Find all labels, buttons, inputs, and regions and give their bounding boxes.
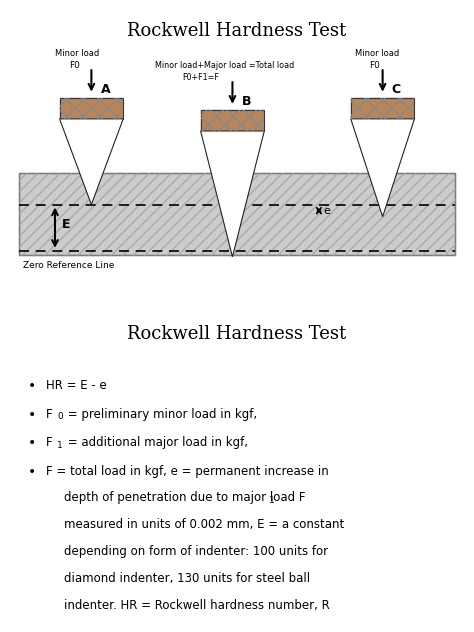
- Text: 1: 1: [269, 496, 274, 505]
- Text: C: C: [392, 83, 401, 96]
- Bar: [18, 173, 456, 255]
- Polygon shape: [351, 119, 414, 217]
- Bar: [201, 110, 264, 131]
- Bar: [351, 97, 414, 119]
- Text: 1: 1: [57, 441, 63, 450]
- Text: •: •: [28, 379, 36, 393]
- Text: Rockwell Hardness Test: Rockwell Hardness Test: [128, 21, 346, 40]
- Text: Minor load: Minor load: [356, 49, 400, 58]
- Text: Zero Reference Line: Zero Reference Line: [23, 262, 115, 270]
- Text: = preliminary minor load in kgf,: = preliminary minor load in kgf,: [64, 408, 257, 421]
- Text: F0: F0: [69, 61, 80, 70]
- Bar: [60, 97, 123, 119]
- Text: F: F: [46, 436, 53, 449]
- Text: Minor load+Major load =Total load: Minor load+Major load =Total load: [155, 61, 294, 70]
- Text: 0: 0: [57, 413, 63, 422]
- Text: depending on form of indenter: 100 units for: depending on form of indenter: 100 units…: [64, 545, 328, 558]
- Text: •: •: [28, 436, 36, 450]
- Polygon shape: [60, 119, 123, 205]
- Text: = additional major load in kgf,: = additional major load in kgf,: [64, 436, 248, 449]
- Text: e: e: [323, 205, 330, 216]
- Text: E: E: [62, 218, 70, 231]
- Text: A: A: [100, 83, 110, 96]
- Bar: [18, 173, 456, 255]
- Text: indenter. HR = Rockwell hardness number, R: indenter. HR = Rockwell hardness number,…: [64, 599, 330, 612]
- Bar: [60, 97, 123, 119]
- Text: F0+F1=F: F0+F1=F: [182, 73, 219, 82]
- Bar: [201, 110, 264, 131]
- Text: F = total load in kgf, e = permanent increase in: F = total load in kgf, e = permanent inc…: [46, 465, 328, 478]
- Text: •: •: [28, 408, 36, 422]
- Text: diamond indenter, 130 units for steel ball: diamond indenter, 130 units for steel ba…: [64, 572, 310, 585]
- Text: depth of penetration due to major load F: depth of penetration due to major load F: [64, 492, 306, 504]
- Text: HR = E - e: HR = E - e: [46, 379, 107, 392]
- Bar: [351, 97, 414, 119]
- Text: measured in units of 0.002 mm, E = a constant: measured in units of 0.002 mm, E = a con…: [64, 518, 344, 532]
- Text: •: •: [28, 465, 36, 478]
- Text: B: B: [242, 95, 251, 108]
- Text: F0: F0: [369, 61, 380, 70]
- Text: Minor load: Minor load: [55, 49, 99, 58]
- Polygon shape: [201, 131, 264, 257]
- Text: F: F: [46, 408, 53, 421]
- Text: Rockwell Hardness Test: Rockwell Hardness Test: [128, 325, 346, 343]
